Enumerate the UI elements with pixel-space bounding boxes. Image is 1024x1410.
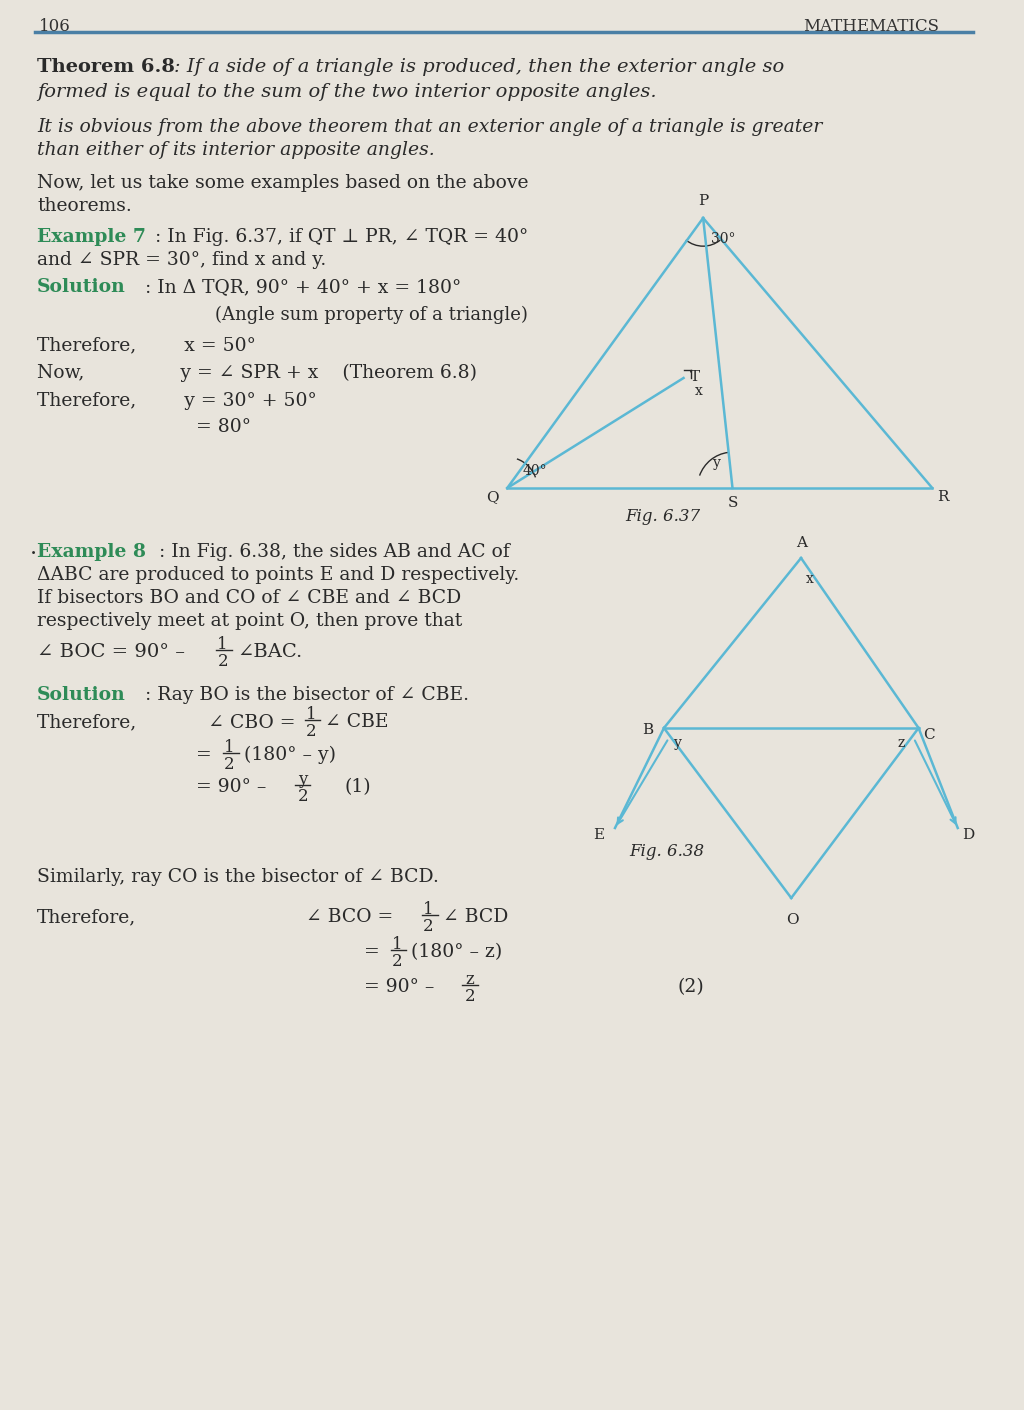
Text: It is obvious from the above theorem that an exterior angle of a triangle is gre: It is obvious from the above theorem tha…: [37, 118, 822, 135]
Text: Fig. 6.38: Fig. 6.38: [630, 843, 705, 860]
Text: x: x: [806, 572, 814, 587]
Text: If bisectors BO and CO of ∠ CBE and ∠ BCD: If bisectors BO and CO of ∠ CBE and ∠ BC…: [37, 589, 462, 606]
Text: y: y: [713, 455, 721, 470]
Text: 2: 2: [224, 756, 234, 773]
Text: y: y: [298, 771, 307, 788]
Text: 2: 2: [423, 918, 434, 935]
Text: (180° – y): (180° – y): [244, 746, 336, 764]
Text: ∠BAC.: ∠BAC.: [237, 643, 302, 661]
Text: : In Δ TQR, 90° + 40° + x = 180°: : In Δ TQR, 90° + 40° + x = 180°: [145, 278, 461, 296]
Text: (Angle sum property of a triangle): (Angle sum property of a triangle): [215, 306, 528, 324]
Text: : Ray BO is the bisector of ∠ CBE.: : Ray BO is the bisector of ∠ CBE.: [145, 687, 469, 704]
Text: 1: 1: [305, 706, 316, 723]
Text: Therefore,            ∠ CBO =: Therefore, ∠ CBO =: [37, 713, 302, 730]
Text: A: A: [796, 536, 807, 550]
Text: : If a side of a triangle is produced, then the exterior angle so: : If a side of a triangle is produced, t…: [174, 58, 784, 76]
Text: Now,                y = ∠ SPR + x    (Theorem 6.8): Now, y = ∠ SPR + x (Theorem 6.8): [37, 364, 477, 382]
Text: 1: 1: [217, 636, 228, 653]
Text: theorems.: theorems.: [37, 197, 132, 214]
Text: y: y: [674, 736, 682, 750]
Text: =: =: [196, 746, 218, 764]
Text: (2): (2): [678, 979, 705, 995]
Text: 2: 2: [298, 788, 308, 805]
Text: Therefore,        x = 50°: Therefore, x = 50°: [37, 336, 256, 354]
Text: ∠ BCO =: ∠ BCO =: [305, 908, 398, 926]
Text: MATHEMATICS: MATHEMATICS: [803, 18, 939, 35]
Text: and ∠ SPR = 30°, find x and y.: and ∠ SPR = 30°, find x and y.: [37, 251, 327, 269]
Text: R: R: [937, 491, 948, 503]
Text: : In Fig. 6.38, the sides AB and AC of: : In Fig. 6.38, the sides AB and AC of: [159, 543, 509, 561]
Text: Theorem 6.8: Theorem 6.8: [37, 58, 175, 76]
Text: B: B: [642, 723, 653, 737]
Text: E: E: [594, 828, 604, 842]
Text: Fig. 6.37: Fig. 6.37: [625, 508, 699, 525]
Text: 30°: 30°: [711, 233, 735, 245]
Text: C: C: [924, 728, 935, 742]
Text: z: z: [897, 736, 904, 750]
Text: Therefore,        y = 30° + 50°: Therefore, y = 30° + 50°: [37, 392, 317, 410]
Text: formed is equal to the sum of the two interior opposite angles.: formed is equal to the sum of the two in…: [37, 83, 656, 102]
Text: Example 8: Example 8: [37, 543, 146, 561]
Text: ΔABC are produced to points E and D respectively.: ΔABC are produced to points E and D resp…: [37, 565, 519, 584]
Text: ·: ·: [30, 543, 37, 565]
Text: : In Fig. 6.37, if QT ⊥ PR, ∠ TQR = 40°: : In Fig. 6.37, if QT ⊥ PR, ∠ TQR = 40°: [155, 228, 528, 245]
Text: respectively meet at point O, then prove that: respectively meet at point O, then prove…: [37, 612, 463, 630]
Text: O: O: [786, 914, 799, 926]
Text: Solution: Solution: [37, 687, 126, 704]
Text: P: P: [698, 195, 709, 209]
Text: x: x: [695, 384, 703, 398]
Text: Therefore,: Therefore,: [37, 908, 136, 926]
Text: ∠ BOC = 90° –: ∠ BOC = 90° –: [37, 643, 191, 661]
Text: Now, let us take some examples based on the above: Now, let us take some examples based on …: [37, 173, 528, 192]
Text: 2: 2: [305, 723, 316, 740]
Text: Example 7: Example 7: [37, 228, 146, 245]
Text: = 90° –: = 90° –: [365, 979, 440, 995]
Text: = 90° –: = 90° –: [196, 778, 272, 797]
Text: S: S: [728, 496, 738, 510]
Text: ∠ BCD: ∠ BCD: [442, 908, 508, 926]
Text: 1: 1: [423, 901, 434, 918]
Text: D: D: [963, 828, 975, 842]
Text: =: =: [365, 943, 386, 962]
Text: ∠ CBE: ∠ CBE: [325, 713, 389, 730]
Text: 2: 2: [217, 653, 228, 670]
Text: 2: 2: [465, 988, 476, 1005]
Text: 40°: 40°: [523, 464, 548, 478]
Text: than either of its interior apposite angles.: than either of its interior apposite ang…: [37, 141, 435, 159]
Text: (1): (1): [345, 778, 372, 797]
Text: z: z: [465, 971, 474, 988]
Text: (180° – z): (180° – z): [412, 943, 503, 962]
Text: Similarly, ray CO is the bisector of ∠ BCD.: Similarly, ray CO is the bisector of ∠ B…: [37, 869, 439, 885]
Text: = 80°: = 80°: [196, 417, 251, 436]
Text: 1: 1: [224, 739, 234, 756]
Text: Q: Q: [485, 491, 499, 503]
Text: 106: 106: [39, 18, 71, 35]
Text: 2: 2: [392, 953, 402, 970]
Text: Solution: Solution: [37, 278, 126, 296]
Text: T: T: [689, 369, 699, 384]
Text: 1: 1: [392, 936, 402, 953]
